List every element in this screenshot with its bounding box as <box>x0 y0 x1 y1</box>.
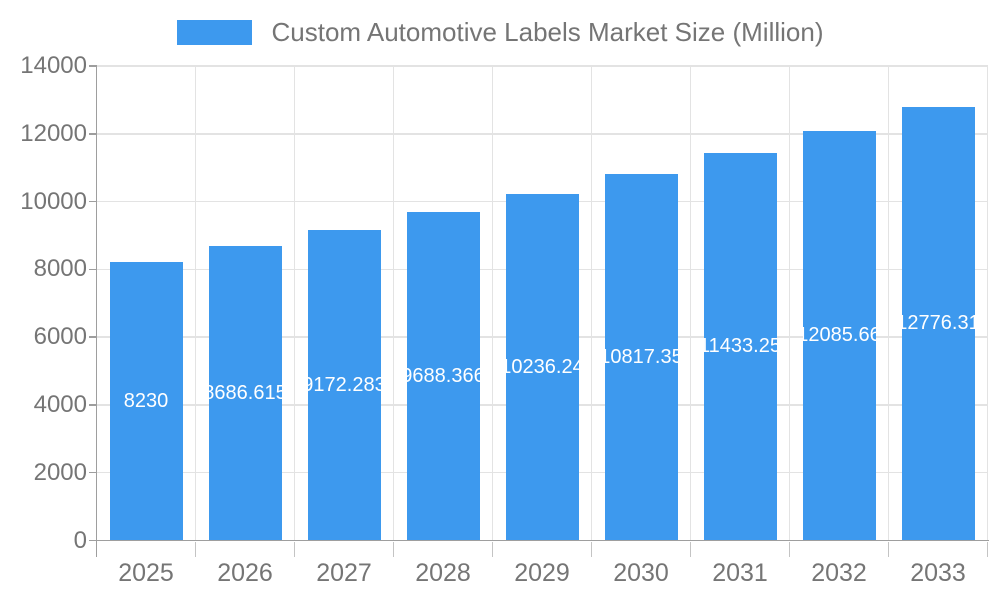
y-tick-label: 10000 <box>20 187 87 215</box>
v-gridline <box>293 66 296 541</box>
bar-value-label: 9172.283 <box>307 373 381 396</box>
bar-2031: 11433.25 <box>703 152 777 541</box>
h-gridline <box>96 133 988 135</box>
y-tick-label: 8000 <box>33 255 87 283</box>
x-tick <box>590 541 593 557</box>
y-axis-line <box>95 66 98 557</box>
bar-2026: 8686.615 <box>208 246 282 541</box>
x-tick-label: 2031 <box>712 558 768 587</box>
y-tick <box>89 268 97 271</box>
x-tick-label: 2025 <box>118 558 174 587</box>
x-tick <box>689 541 692 557</box>
x-tick-label: 2029 <box>514 558 570 587</box>
v-gridline <box>887 66 890 541</box>
x-axis-line <box>89 539 989 542</box>
y-tick-label: 4000 <box>33 390 87 418</box>
bar-2027: 9172.283 <box>307 229 381 541</box>
bar-value-label: 12776.31 <box>901 312 975 335</box>
y-tick-label: 12000 <box>20 119 87 147</box>
x-tick-label: 2032 <box>811 558 867 587</box>
bar-value-label: 8686.615 <box>208 381 282 404</box>
bar-2032: 12085.66 <box>802 130 876 541</box>
x-tick-label: 2033 <box>910 558 966 587</box>
y-tick-label: 0 <box>73 526 87 554</box>
y-tick <box>89 471 97 474</box>
y-tick <box>89 336 97 338</box>
bar-value-label: 11433.25 <box>704 335 777 358</box>
x-tick <box>392 541 395 557</box>
x-tick <box>194 541 197 557</box>
x-tick-label: 2028 <box>415 558 471 587</box>
bar-value-label: 12085.66 <box>802 324 876 347</box>
bar-2030: 10817.35 <box>604 173 678 541</box>
bar-value-label: 10236.24 <box>505 355 579 378</box>
v-gridline <box>689 66 692 541</box>
y-tick-label: 14000 <box>20 52 87 79</box>
y-tick-label: 6000 <box>33 323 87 351</box>
x-tick-label: 2027 <box>316 558 372 587</box>
chart-legend: Custom Automotive Labels Market Size (Mi… <box>0 17 1000 48</box>
x-tick <box>293 541 296 557</box>
h-gridline <box>96 65 988 67</box>
legend-label: Custom Automotive Labels Market Size (Mi… <box>271 17 824 47</box>
y-tick <box>89 200 97 203</box>
v-gridline <box>194 66 197 541</box>
bar-value-label: 10817.35 <box>604 345 678 368</box>
bar-2029: 10236.24 <box>505 193 579 541</box>
x-tick <box>887 541 890 557</box>
bar-2033: 12776.31 <box>901 107 975 541</box>
v-gridline <box>590 66 593 541</box>
y-tick <box>89 133 97 135</box>
x-tick-label: 2026 <box>217 558 273 587</box>
v-gridline <box>986 66 989 541</box>
y-tick-label: 2000 <box>33 458 87 486</box>
bar-value-label: 9688.366 <box>406 364 480 387</box>
v-gridline <box>392 66 395 541</box>
legend-swatch-icon <box>176 20 252 45</box>
bar-2025: 8230 <box>109 261 183 541</box>
bar-value-label: 8230 <box>123 389 169 412</box>
y-tick <box>89 65 97 67</box>
v-gridline <box>491 66 494 541</box>
x-tick <box>491 541 494 557</box>
bar-2028: 9688.366 <box>406 212 480 541</box>
x-tick <box>986 541 989 557</box>
x-tick <box>788 541 791 557</box>
x-tick-label: 2030 <box>613 558 669 587</box>
v-gridline <box>788 66 791 541</box>
y-tick <box>89 404 97 406</box>
